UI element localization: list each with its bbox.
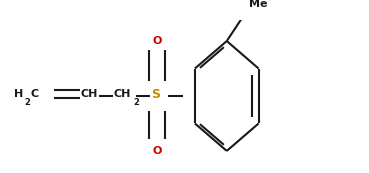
Text: CH: CH — [114, 89, 131, 99]
Text: O: O — [152, 146, 162, 156]
Text: 2: 2 — [25, 98, 31, 107]
Text: H: H — [14, 89, 23, 99]
Text: C: C — [30, 89, 38, 99]
Text: CH: CH — [81, 89, 98, 99]
Text: Me: Me — [249, 0, 267, 9]
Text: 2: 2 — [133, 98, 139, 107]
Text: O: O — [152, 36, 162, 46]
Text: S: S — [151, 88, 160, 101]
